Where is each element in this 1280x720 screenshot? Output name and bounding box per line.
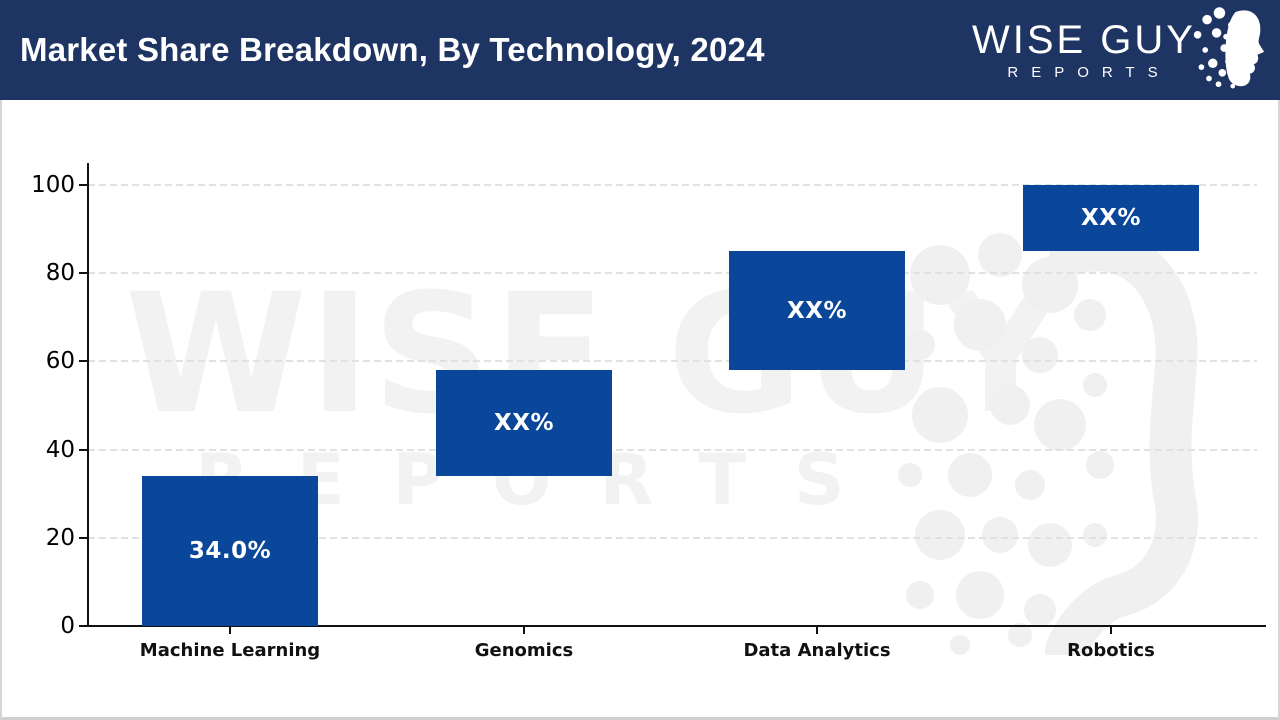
y-tick-0 — [79, 625, 87, 627]
bar-value-label-robotics: XX% — [1080, 205, 1141, 231]
y-tick-20 — [79, 537, 87, 539]
y-axis-line — [87, 163, 89, 627]
x-tick-label-machine-learning: Machine Learning — [139, 640, 321, 661]
gridline-60 — [88, 360, 1257, 362]
y-tick-100 — [79, 184, 87, 186]
y-tick-label-100: 100 — [31, 172, 75, 198]
bar-genomics: XX% — [436, 370, 612, 476]
x-tick-machine-learning — [229, 627, 231, 634]
bar-value-label-data-analytics: XX% — [786, 297, 847, 324]
x-tick-label-robotics: Robotics — [1067, 640, 1155, 661]
header-bar: Market Share Breakdown, By Technology, 2… — [0, 0, 1280, 100]
page-title: Market Share Breakdown, By Technology, 2… — [20, 31, 765, 68]
y-tick-label-20: 20 — [45, 525, 75, 551]
bar-value-label-genomics: XX% — [493, 410, 554, 436]
logo-face-icon — [1193, 7, 1265, 89]
x-axis-line — [87, 625, 1266, 627]
x-tick-data-analytics — [816, 627, 818, 634]
watermark-face-icon — [898, 229, 1198, 655]
gridline-20 — [88, 537, 1257, 539]
y-tick-60 — [79, 360, 87, 362]
y-tick-80 — [79, 272, 87, 274]
gridline-40 — [88, 449, 1257, 451]
bar-value-label-machine-learning: 34.0% — [188, 538, 272, 564]
y-tick-40 — [79, 449, 87, 451]
bar-machine-learning: 34.0% — [142, 476, 318, 626]
logo-text: WISE GUY REPORTS — [972, 20, 1196, 80]
x-tick-label-data-analytics: Data Analytics — [743, 640, 891, 661]
logo-subtext: REPORTS — [1007, 64, 1171, 81]
x-tick-label-genomics: Genomics — [474, 640, 574, 661]
bar-data-analytics: XX% — [729, 251, 905, 370]
y-tick-label-40: 40 — [45, 437, 75, 463]
gridline-100 — [88, 184, 1257, 186]
y-tick-label-80: 80 — [45, 260, 75, 286]
x-tick-robotics — [1110, 627, 1112, 634]
y-tick-label-60: 60 — [45, 348, 75, 374]
x-tick-genomics — [523, 627, 525, 634]
y-tick-label-0: 0 — [60, 613, 75, 639]
bar-robotics: XX% — [1023, 185, 1199, 251]
gridline-80 — [88, 272, 1257, 274]
brand-logo: WISE GUY REPORTS — [972, 5, 1266, 95]
logo-wordmark: WISE GUY — [971, 18, 1196, 62]
